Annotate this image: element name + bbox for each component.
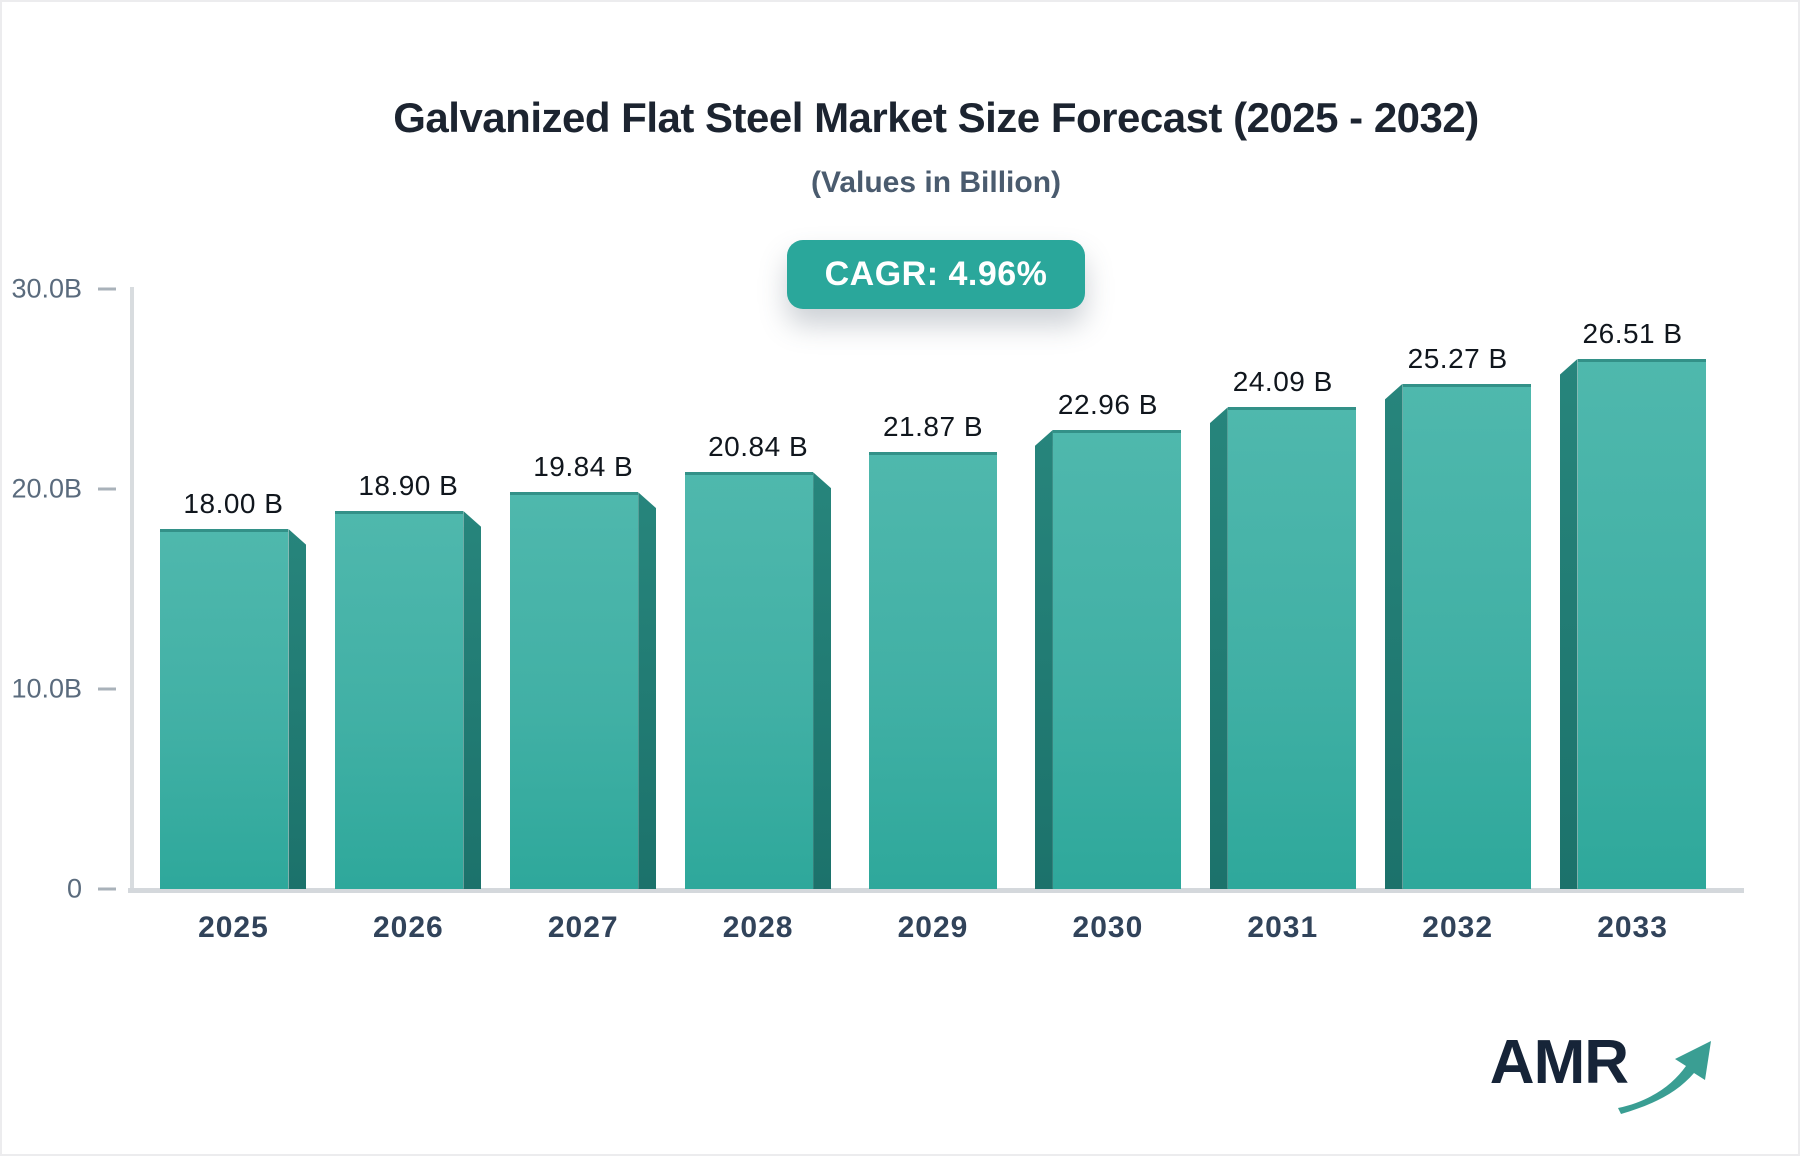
- bar-3d: [510, 492, 657, 889]
- bar-face: [335, 511, 464, 889]
- bar-face: [160, 529, 289, 889]
- bar-3d: [685, 472, 832, 889]
- bar-group: 19.84 B: [510, 451, 657, 889]
- bar-value-label: 24.09 B: [1232, 366, 1333, 398]
- bar-group: 21.87 B: [869, 411, 997, 889]
- bar-slot: 18.90 B 2026: [321, 289, 496, 944]
- bar-side-face: [288, 529, 307, 889]
- bar-value-label: 25.27 B: [1407, 342, 1508, 374]
- bar-slot: 18.00 B 2025: [146, 289, 321, 944]
- bar-side-face: [1559, 358, 1578, 889]
- bar-3d: [160, 529, 307, 889]
- bar-face: [1402, 383, 1531, 889]
- bar-face: [869, 451, 997, 889]
- bar-side-face: [813, 472, 832, 889]
- bar-value-label: 20.84 B: [708, 431, 809, 463]
- y-axis-tick-mark: [98, 487, 116, 491]
- y-axis-tick-mark: [98, 687, 116, 691]
- y-axis-tick-label: 0: [66, 873, 82, 904]
- bar-3d: [335, 511, 482, 889]
- amr-logo: AMR: [1490, 1032, 1718, 1118]
- bar-value-label: 26.51 B: [1582, 317, 1683, 349]
- bar-side-face: [1034, 429, 1053, 889]
- chart-header: Galvanized Flat Steel Market Size Foreca…: [130, 0, 1742, 309]
- x-axis-label: 2028: [722, 911, 794, 944]
- x-axis-label: 2031: [1247, 911, 1319, 944]
- bar-3d: [1034, 429, 1181, 889]
- bar-3d: [1559, 358, 1706, 889]
- bar-group: 26.51 B: [1559, 317, 1706, 889]
- bar-3d: [1209, 407, 1356, 889]
- y-axis-tick-label: 30.0B: [11, 273, 82, 304]
- amr-logo-text: AMR: [1489, 1028, 1629, 1097]
- bar-group: 24.09 B: [1209, 366, 1356, 889]
- bar-side-face: [463, 511, 482, 889]
- y-axis-tick-mark: [98, 287, 116, 291]
- bar-slot: 24.09 B 2031: [1195, 289, 1370, 944]
- y-axis-line: [130, 287, 134, 891]
- bar-slot: 22.96 B 2030: [1020, 289, 1195, 944]
- bar-value-label: 18.00 B: [183, 488, 284, 519]
- bar-side-face: [638, 492, 657, 889]
- growth-arrow-icon: [1618, 1041, 1711, 1114]
- x-axis-label: 2029: [897, 911, 969, 944]
- bar-group: 20.84 B: [685, 431, 832, 889]
- y-axis-tick-label: 20.0B: [11, 473, 82, 504]
- y-axis-tick-mark: [98, 887, 116, 891]
- x-axis-label: 2026: [372, 911, 444, 944]
- bar-side-face: [1384, 383, 1403, 889]
- x-axis-label: 2033: [1597, 911, 1668, 944]
- x-axis-label: 2030: [1072, 911, 1144, 944]
- x-axis-label: 2027: [547, 911, 619, 944]
- bar-side-face: [1209, 407, 1228, 889]
- y-axis-tick: 0: [67, 874, 130, 905]
- x-axis-line: [128, 888, 1744, 893]
- bar-face: [510, 492, 639, 889]
- bar-group: 18.90 B: [335, 470, 482, 889]
- bar-group: 25.27 B: [1384, 342, 1531, 889]
- bar-value-label: 19.84 B: [533, 451, 634, 483]
- chart-title: Galvanized Flat Steel Market Size Foreca…: [393, 94, 1479, 141]
- bar-series: 18.00 B 2025 18.90 B 2026 19.84 B 2027 20.84 B…: [146, 289, 1720, 944]
- bar-value-label: 18.90 B: [358, 470, 459, 501]
- y-axis-tick-label: 10.0B: [11, 673, 82, 704]
- bar-3d: [869, 451, 997, 889]
- bar-slot: 19.84 B 2027: [496, 289, 671, 944]
- bar-face: [1052, 429, 1181, 889]
- bar-value-label: 22.96 B: [1057, 388, 1158, 420]
- bar-slot: 25.27 B 2032: [1370, 289, 1545, 944]
- bar-value-label: 21.87 B: [882, 410, 984, 442]
- chart-subtitle: (Values in Billion): [810, 166, 1062, 199]
- bar-group: 22.96 B: [1034, 388, 1181, 889]
- bar-3d: [1384, 383, 1531, 889]
- bar-slot: 20.84 B 2028: [671, 289, 846, 944]
- bar-slot: 21.87 B 2029: [846, 289, 1021, 944]
- y-axis-tick: 30.0B: [11, 274, 130, 305]
- bar-chart-plot-area: 30.0B 20.0B 10.0B 0 18.00 B 2025 18.90 B 2026 1…: [11, 274, 1744, 944]
- x-axis-label: 2032: [1422, 911, 1494, 944]
- x-axis-label: 2025: [198, 911, 269, 944]
- bar-face: [685, 472, 814, 889]
- y-axis-tick: 10.0B: [11, 674, 130, 705]
- cagr-badge: CAGR: 4.96%: [786, 240, 1086, 309]
- y-axis-tick: 20.0B: [11, 474, 130, 505]
- bar-face: [1227, 407, 1356, 889]
- bar-slot: 26.51 B 2033: [1545, 289, 1720, 944]
- bar-group: 18.00 B: [160, 488, 307, 889]
- bar-face: [1577, 358, 1706, 889]
